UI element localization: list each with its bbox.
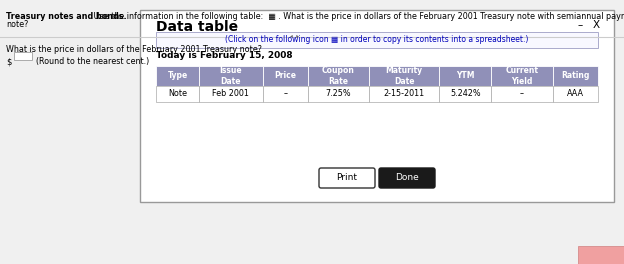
Text: AAA: AAA [567, 89, 584, 98]
Text: Done: Done [395, 173, 419, 182]
Text: Price: Price [274, 72, 296, 81]
Bar [156, 66, 199, 86]
Text: –   X: – X [578, 20, 600, 30]
FancyBboxPatch shape [379, 168, 435, 188]
Bar [492, 86, 553, 102]
Text: Maturity
Date: Maturity Date [386, 66, 423, 86]
Bar [263, 86, 308, 102]
Bar [369, 66, 439, 86]
Bar [439, 86, 492, 102]
Bar [492, 66, 553, 86]
Bar [199, 66, 263, 86]
Bar [156, 86, 199, 102]
Text: note?: note? [6, 20, 28, 29]
Text: Data table: Data table [156, 20, 238, 34]
Text: Rating: Rating [561, 72, 590, 81]
Bar [553, 86, 598, 102]
Text: Today is February 15, 2008: Today is February 15, 2008 [156, 51, 293, 60]
Text: Note: Note [168, 89, 187, 98]
Bar [263, 66, 308, 86]
Text: YTM: YTM [456, 72, 475, 81]
Bar [276, 34, 312, 40]
Bar [553, 66, 598, 86]
Bar [156, 32, 598, 48]
Text: 5.242%: 5.242% [450, 89, 480, 98]
Text: (Click on the following icon ▦ in order to copy its contents into a spreadsheet.: (Click on the following icon ▦ in order … [225, 35, 529, 45]
Text: 2-15-2011: 2-15-2011 [384, 89, 425, 98]
Bar [439, 66, 492, 86]
Bar [140, 10, 614, 202]
Text: Print: Print [336, 173, 358, 182]
Text: Issue
Date: Issue Date [220, 66, 242, 86]
Bar [578, 246, 624, 264]
Text: Current
Yield: Current Yield [505, 66, 539, 86]
Bar [308, 86, 369, 102]
Bar [369, 86, 439, 102]
Text: (Round to the nearest cent.): (Round to the nearest cent.) [36, 57, 149, 66]
Bar [308, 66, 369, 86]
Text: ◂  ▸: ◂ ▸ [290, 34, 298, 39]
Bar [199, 86, 263, 102]
Text: 7.25%: 7.25% [326, 89, 351, 98]
Text: –: – [520, 89, 524, 98]
Bar [14, 52, 32, 60]
FancyBboxPatch shape [319, 168, 375, 188]
Text: Treasury notes and bonds.: Treasury notes and bonds. [6, 12, 127, 21]
Text: What is the price in dollars of the February 2001 Treasury note?: What is the price in dollars of the Febr… [6, 45, 262, 54]
Text: Feb 2001: Feb 2001 [212, 89, 249, 98]
Text: –: – [283, 89, 287, 98]
Text: $: $ [6, 57, 11, 66]
Text: Type: Type [167, 72, 188, 81]
Text: Coupon
Rate: Coupon Rate [322, 66, 355, 86]
Text: Use the information in the following table:  ▦ . What is the price in dollars of: Use the information in the following tab… [6, 12, 624, 21]
